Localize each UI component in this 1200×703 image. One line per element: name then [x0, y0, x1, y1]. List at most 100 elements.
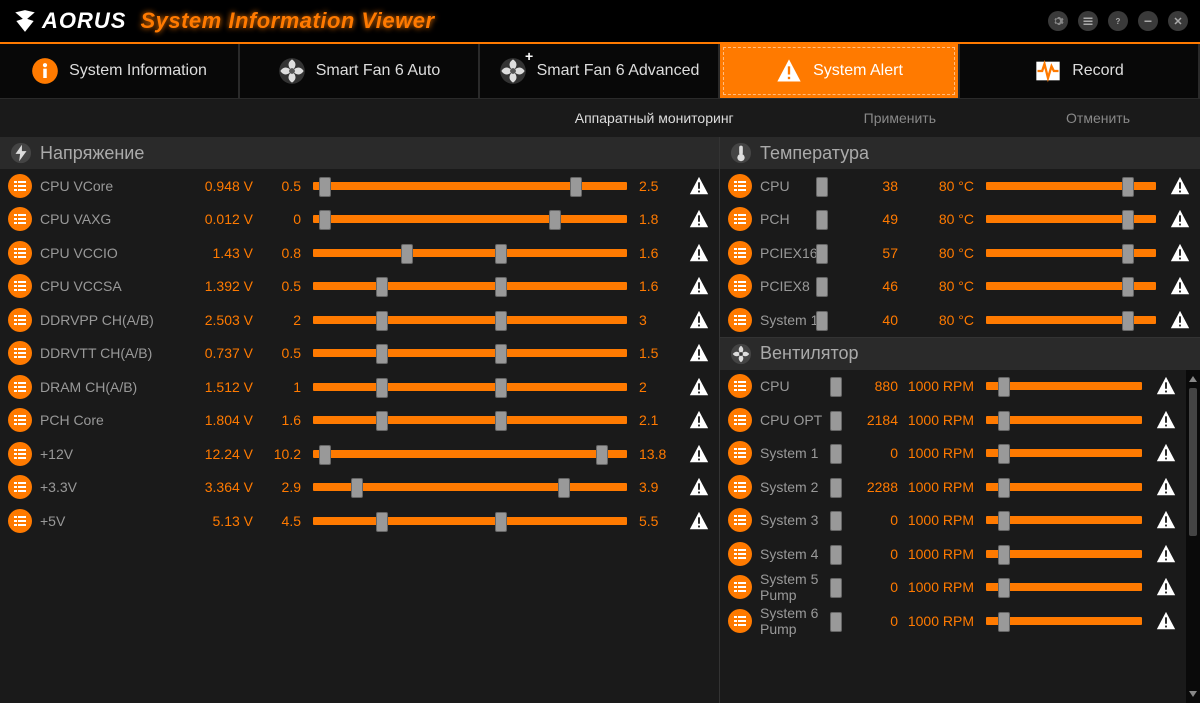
list-icon[interactable]	[8, 408, 32, 432]
range-slider[interactable]	[986, 382, 1142, 390]
warn-icon[interactable]	[687, 174, 711, 198]
range-slider[interactable]	[986, 316, 1156, 324]
warn-icon[interactable]	[687, 375, 711, 399]
warn-icon[interactable]	[687, 241, 711, 265]
subbar-monitoring[interactable]: Аппаратный мониторинг	[575, 110, 734, 126]
record-icon	[1034, 57, 1062, 85]
warn-icon[interactable]	[1154, 408, 1178, 432]
tab-system-information[interactable]: System Information	[0, 44, 240, 98]
list-icon[interactable]	[728, 609, 752, 633]
warn-icon[interactable]	[1168, 274, 1192, 298]
fan-row: System 5 Pump 0 1000 RPM	[720, 571, 1186, 605]
warn-icon[interactable]	[1154, 508, 1178, 532]
row-label: System 6 Pump	[760, 605, 840, 637]
range-slider[interactable]	[313, 517, 627, 525]
list-icon[interactable]	[8, 308, 32, 332]
range-slider[interactable]	[313, 483, 627, 491]
range-slider[interactable]	[986, 516, 1142, 524]
row-label: PCIEX16	[760, 245, 840, 261]
range-slider[interactable]	[313, 316, 627, 324]
list-icon[interactable]	[728, 575, 752, 599]
list-icon[interactable]	[728, 241, 752, 265]
row-max: 3.9	[639, 479, 679, 495]
warn-icon[interactable]	[1168, 207, 1192, 231]
range-slider[interactable]	[313, 249, 627, 257]
row-value: 49	[848, 211, 898, 227]
range-slider[interactable]	[313, 215, 627, 223]
main-tabs: System Information Smart Fan 6 Auto + Sm…	[0, 44, 1200, 99]
list-icon[interactable]	[728, 374, 752, 398]
warn-icon[interactable]	[1168, 174, 1192, 198]
list-icon[interactable]	[8, 442, 32, 466]
help-icon[interactable]: ?	[1108, 11, 1128, 31]
close-icon[interactable]	[1168, 11, 1188, 31]
list-icon[interactable]	[8, 207, 32, 231]
warn-icon[interactable]	[1168, 241, 1192, 265]
warn-icon[interactable]	[687, 207, 711, 231]
scrollbar[interactable]	[1186, 370, 1200, 703]
warn-icon[interactable]	[687, 308, 711, 332]
warn-icon[interactable]	[1154, 475, 1178, 499]
range-slider[interactable]	[986, 617, 1142, 625]
row-min: 0.5	[261, 278, 301, 294]
warn-icon[interactable]	[687, 408, 711, 432]
scroll-up-icon[interactable]	[1188, 374, 1198, 384]
warn-icon[interactable]	[1154, 374, 1178, 398]
list-icon[interactable]	[728, 308, 752, 332]
list-icon[interactable]	[1078, 11, 1098, 31]
range-slider[interactable]	[986, 182, 1156, 190]
settings-icon[interactable]	[1048, 11, 1068, 31]
plus-badge: +	[525, 48, 533, 64]
list-icon[interactable]	[8, 341, 32, 365]
range-slider[interactable]	[986, 483, 1142, 491]
range-slider[interactable]	[986, 583, 1142, 591]
scroll-thumb[interactable]	[1189, 388, 1197, 537]
subbar-cancel[interactable]: Отменить	[1066, 110, 1130, 126]
warn-icon[interactable]	[1168, 308, 1192, 332]
range-slider[interactable]	[313, 416, 627, 424]
subbar-apply[interactable]: Применить	[864, 110, 936, 126]
warn-icon[interactable]	[1154, 575, 1178, 599]
warn-icon[interactable]	[687, 509, 711, 533]
range-slider[interactable]	[986, 416, 1142, 424]
list-icon[interactable]	[728, 508, 752, 532]
row-min: 0	[261, 211, 301, 227]
list-icon[interactable]	[728, 475, 752, 499]
range-slider[interactable]	[986, 249, 1156, 257]
list-icon[interactable]	[728, 174, 752, 198]
list-icon[interactable]	[8, 241, 32, 265]
list-icon[interactable]	[8, 475, 32, 499]
row-value: 0	[848, 546, 898, 562]
range-slider[interactable]	[313, 450, 627, 458]
tab-smart-fan-advanced[interactable]: + Smart Fan 6 Advanced	[480, 44, 720, 98]
range-slider[interactable]	[986, 550, 1142, 558]
range-slider[interactable]	[313, 182, 627, 190]
tab-system-alert[interactable]: System Alert	[720, 44, 960, 98]
warn-icon[interactable]	[687, 475, 711, 499]
range-slider[interactable]	[313, 349, 627, 357]
list-icon[interactable]	[728, 441, 752, 465]
minimize-icon[interactable]	[1138, 11, 1158, 31]
range-slider[interactable]	[986, 282, 1156, 290]
list-icon[interactable]	[728, 408, 752, 432]
list-icon[interactable]	[728, 274, 752, 298]
tab-smart-fan-auto[interactable]: Smart Fan 6 Auto	[240, 44, 480, 98]
list-icon[interactable]	[8, 375, 32, 399]
range-slider[interactable]	[986, 449, 1142, 457]
warn-icon[interactable]	[1154, 609, 1178, 633]
list-icon[interactable]	[728, 542, 752, 566]
range-slider[interactable]	[313, 383, 627, 391]
warn-icon[interactable]	[687, 341, 711, 365]
range-slider[interactable]	[313, 282, 627, 290]
list-icon[interactable]	[8, 509, 32, 533]
list-icon[interactable]	[728, 207, 752, 231]
scroll-down-icon[interactable]	[1188, 689, 1198, 699]
list-icon[interactable]	[8, 174, 32, 198]
warn-icon[interactable]	[1154, 441, 1178, 465]
list-icon[interactable]	[8, 274, 32, 298]
warn-icon[interactable]	[687, 274, 711, 298]
range-slider[interactable]	[986, 215, 1156, 223]
warn-icon[interactable]	[1154, 542, 1178, 566]
warn-icon[interactable]	[687, 442, 711, 466]
tab-record[interactable]: Record	[960, 44, 1200, 98]
